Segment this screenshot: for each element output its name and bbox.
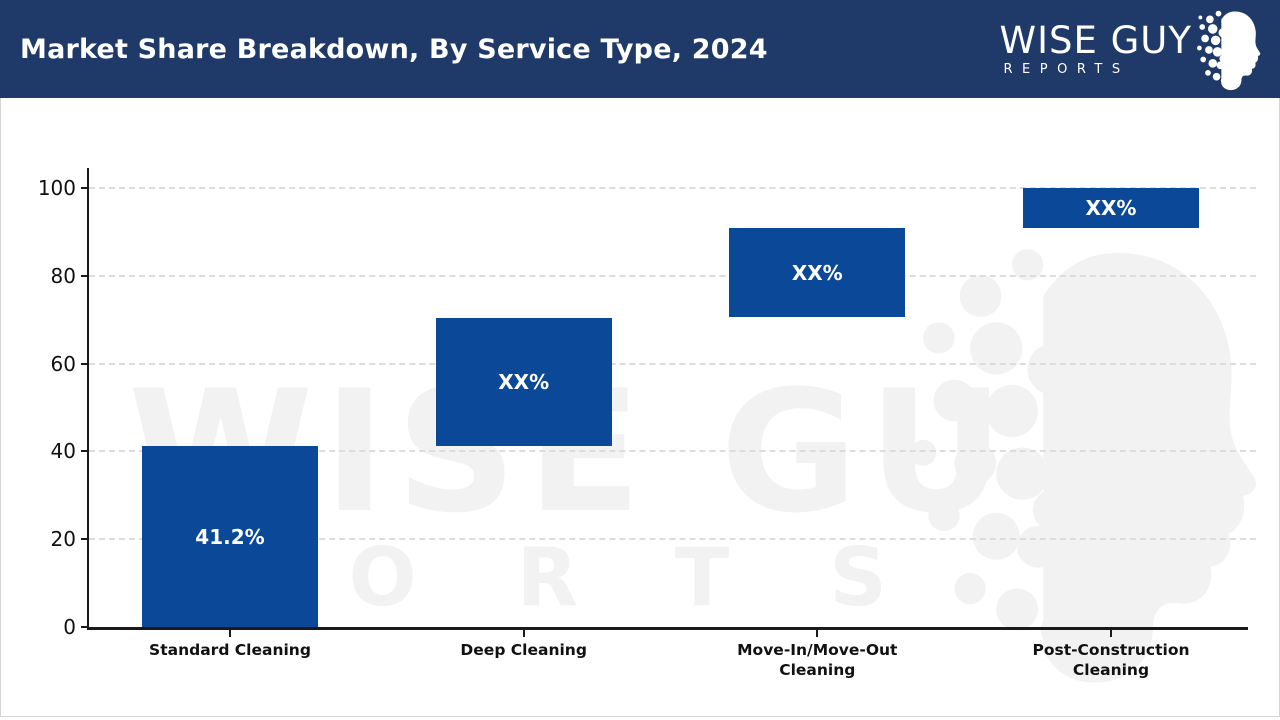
bar-value-label-2: XX% [498,369,550,394]
bar-segment-3 [729,227,906,318]
y-tick-80 [81,274,88,277]
header-bar: Market Share Breakdown, By Service Type,… [0,0,1280,98]
wise-guy-logo: WISE GUY REPORTS [1000,6,1280,92]
y-tick-label-0: 0 [63,615,76,639]
gridline-40 [89,450,1256,453]
bar-segment-4 [1023,188,1199,228]
watermark-head-profile-icon [910,249,1256,683]
x-category-label-4: Post-Construction Cleaning [1032,641,1190,679]
x-category-label-3: Move-In/Move-Out Cleaning [737,641,898,679]
gridline-20 [89,538,1256,541]
y-tick-label-20: 20 [50,527,76,552]
dotted-head-profile-icon [1196,10,1261,91]
gridline-80 [89,274,1256,277]
page-title: Market Share Breakdown, By Service Type,… [20,33,768,65]
bar-segment-2 [435,317,612,447]
gridline-100 [89,187,1256,189]
y-tick-label-80: 80 [50,263,76,288]
bar-value-label-3: XX% [791,260,843,285]
x-tick-4 [1110,629,1112,637]
y-tick-60 [81,362,88,365]
bar-value-label-4: XX% [1085,195,1137,220]
y-tick-0 [81,626,88,628]
x-tick-1 [229,629,231,637]
y-tick-100 [81,187,88,189]
x-category-label-2: Deep Cleaning [460,641,587,659]
y-axis [87,168,89,629]
y-tick-20 [81,538,88,541]
bar-segment-1 [142,446,318,627]
x-axis [87,627,1248,630]
y-tick-label-40: 40 [50,439,76,464]
logo-text: WISE GUY REPORTS [1000,22,1192,77]
x-tick-2 [522,629,525,637]
y-tick-label-60: 60 [50,351,76,376]
x-category-label-1: Standard Cleaning [149,641,311,659]
x-tick-3 [816,629,819,637]
gridline-60 [89,362,1256,365]
logo-wordmark: WISE GUY [999,18,1192,62]
bar-value-label-1: 41.2% [195,524,265,549]
y-tick-label-100: 100 [37,176,76,200]
y-tick-40 [81,450,88,453]
logo-subtitle: REPORTS [1003,61,1130,77]
